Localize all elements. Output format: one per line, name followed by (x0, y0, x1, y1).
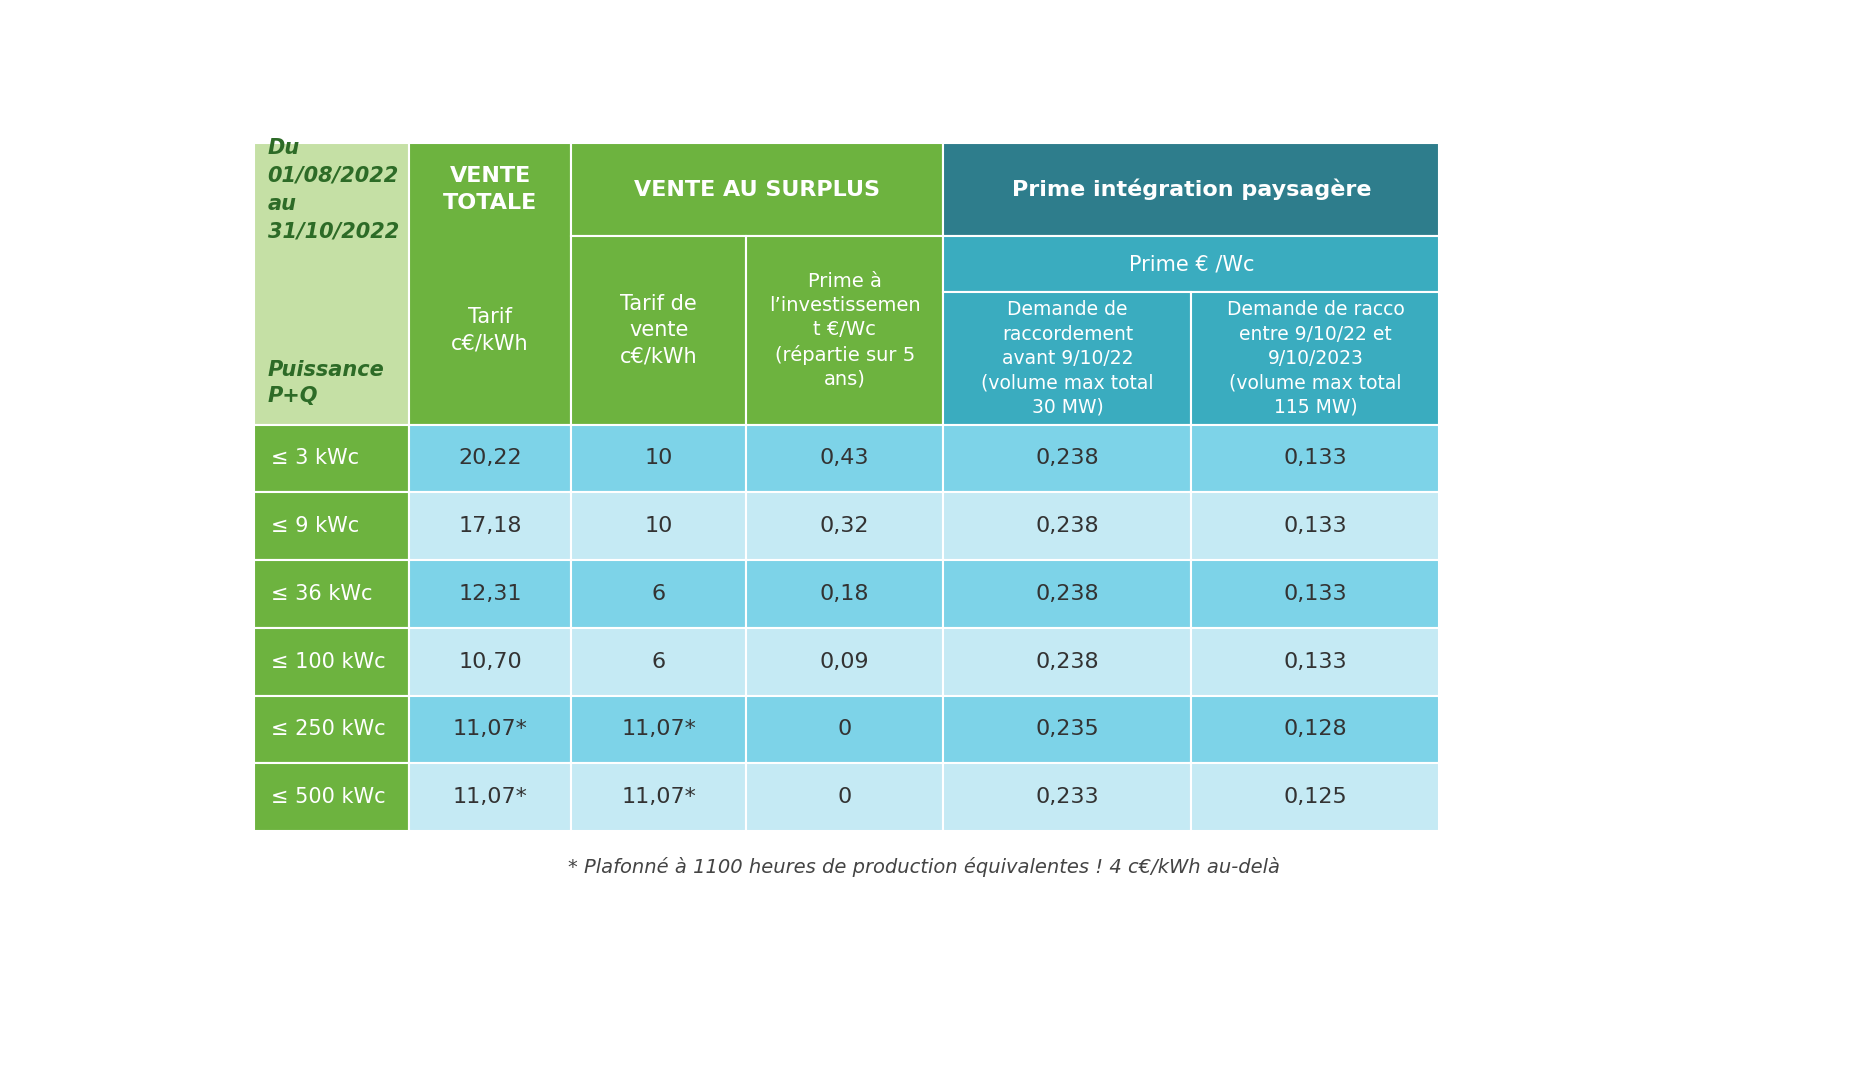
Bar (1191, 293, 1439, 424)
Bar (942, 424, 1191, 492)
Bar (1191, 424, 1439, 492)
Text: 17,18: 17,18 (458, 516, 521, 536)
Bar (254, 696, 408, 764)
Text: ≤ 3 kWc: ≤ 3 kWc (271, 448, 358, 469)
Text: 6: 6 (651, 584, 666, 604)
Text: Demande de racco
entre 9/10/22 et
9/10/2023
(volume max total
115 MW): Demande de racco entre 9/10/22 et 9/10/2… (1226, 300, 1404, 417)
Bar (254, 492, 408, 561)
Text: 0,238: 0,238 (1035, 584, 1098, 604)
Text: Du
01/08/2022
au
31/10/2022: Du 01/08/2022 au 31/10/2022 (267, 137, 399, 242)
Text: 0,235: 0,235 (1035, 719, 1098, 740)
Text: 11,07*: 11,07* (621, 787, 696, 807)
Text: Prime intégration paysagère: Prime intégration paysagère (1011, 179, 1371, 201)
Bar (746, 235, 942, 424)
Bar (1191, 764, 1439, 832)
Text: 0,125: 0,125 (1284, 787, 1347, 807)
Text: Puissance
P+Q: Puissance P+Q (267, 360, 384, 406)
Bar (571, 696, 746, 764)
Text: 0,238: 0,238 (1035, 651, 1098, 672)
Text: 20,22: 20,22 (458, 448, 521, 469)
Text: ≤ 9 kWc: ≤ 9 kWc (271, 516, 358, 536)
Bar (1191, 561, 1439, 627)
Text: ≤ 36 kWc: ≤ 36 kWc (271, 584, 373, 604)
Text: Demande de
raccordement
avant 9/10/22
(volume max total
30 MW): Demande de raccordement avant 9/10/22 (v… (981, 300, 1154, 417)
Text: 11,07*: 11,07* (621, 719, 696, 740)
Bar (408, 696, 571, 764)
Text: * Plafonné à 1100 heures de production équivalentes ! 4 c€/kWh au-delà: * Plafonné à 1100 heures de production é… (568, 858, 1280, 877)
Bar (746, 424, 942, 492)
Bar (942, 764, 1191, 832)
Bar (571, 235, 746, 424)
Bar (254, 627, 408, 696)
Bar (746, 627, 942, 696)
Text: 0,238: 0,238 (1035, 516, 1098, 536)
Text: 0,133: 0,133 (1284, 651, 1347, 672)
Bar (254, 424, 408, 492)
Text: 10: 10 (644, 516, 673, 536)
Bar (408, 561, 571, 627)
Text: 0,09: 0,09 (820, 651, 868, 672)
Text: 0,18: 0,18 (820, 584, 868, 604)
Bar (1191, 696, 1439, 764)
Text: ≤ 500 kWc: ≤ 500 kWc (271, 787, 386, 807)
Text: 0,128: 0,128 (1284, 719, 1347, 740)
Text: 12,31: 12,31 (458, 584, 521, 604)
Bar (746, 561, 942, 627)
Text: 6: 6 (651, 651, 666, 672)
Bar (942, 627, 1191, 696)
Bar (746, 696, 942, 764)
Text: 0,133: 0,133 (1284, 516, 1347, 536)
Text: ≤ 100 kWc: ≤ 100 kWc (271, 651, 386, 672)
Bar (408, 144, 571, 424)
Bar (942, 144, 1439, 235)
Bar (408, 492, 571, 561)
Bar (571, 627, 746, 696)
Bar (571, 424, 746, 492)
Bar (942, 561, 1191, 627)
Text: 0,133: 0,133 (1284, 584, 1347, 604)
Bar (1191, 627, 1439, 696)
Bar (1191, 492, 1439, 561)
Text: 0: 0 (837, 787, 851, 807)
Text: 11,07*: 11,07* (453, 787, 527, 807)
Bar (254, 764, 408, 832)
Bar (942, 492, 1191, 561)
Text: ≤ 250 kWc: ≤ 250 kWc (271, 719, 386, 740)
Bar (942, 235, 1439, 293)
Bar (571, 764, 746, 832)
Text: 0,32: 0,32 (820, 516, 868, 536)
Text: Prime € /Wc: Prime € /Wc (1128, 254, 1254, 274)
Bar (942, 696, 1191, 764)
Text: 0,238: 0,238 (1035, 448, 1098, 469)
Text: 0,43: 0,43 (820, 448, 868, 469)
Bar (571, 144, 942, 235)
Bar (746, 764, 942, 832)
Text: 10,70: 10,70 (458, 651, 521, 672)
Text: VENTE AU SURPLUS: VENTE AU SURPLUS (634, 179, 879, 200)
Bar (942, 293, 1191, 424)
Bar (746, 492, 942, 561)
Bar (571, 492, 746, 561)
Bar (408, 424, 571, 492)
Text: Prime à
l’investissemen
t €/Wc
(répartie sur 5
ans): Prime à l’investissemen t €/Wc (répartie… (768, 271, 920, 389)
Bar (254, 561, 408, 627)
Bar (408, 627, 571, 696)
Bar (254, 144, 408, 424)
Text: Tarif
c€/kWh: Tarif c€/kWh (451, 307, 529, 353)
Text: 0: 0 (837, 719, 851, 740)
Bar (571, 561, 746, 627)
Text: 10: 10 (644, 448, 673, 469)
Text: Tarif de
vente
c€/kWh: Tarif de vente c€/kWh (620, 294, 697, 366)
Text: 0,133: 0,133 (1284, 448, 1347, 469)
Text: 11,07*: 11,07* (453, 719, 527, 740)
Bar (408, 764, 571, 832)
Text: VENTE
TOTALE: VENTE TOTALE (443, 166, 536, 213)
Text: 0,233: 0,233 (1035, 787, 1098, 807)
